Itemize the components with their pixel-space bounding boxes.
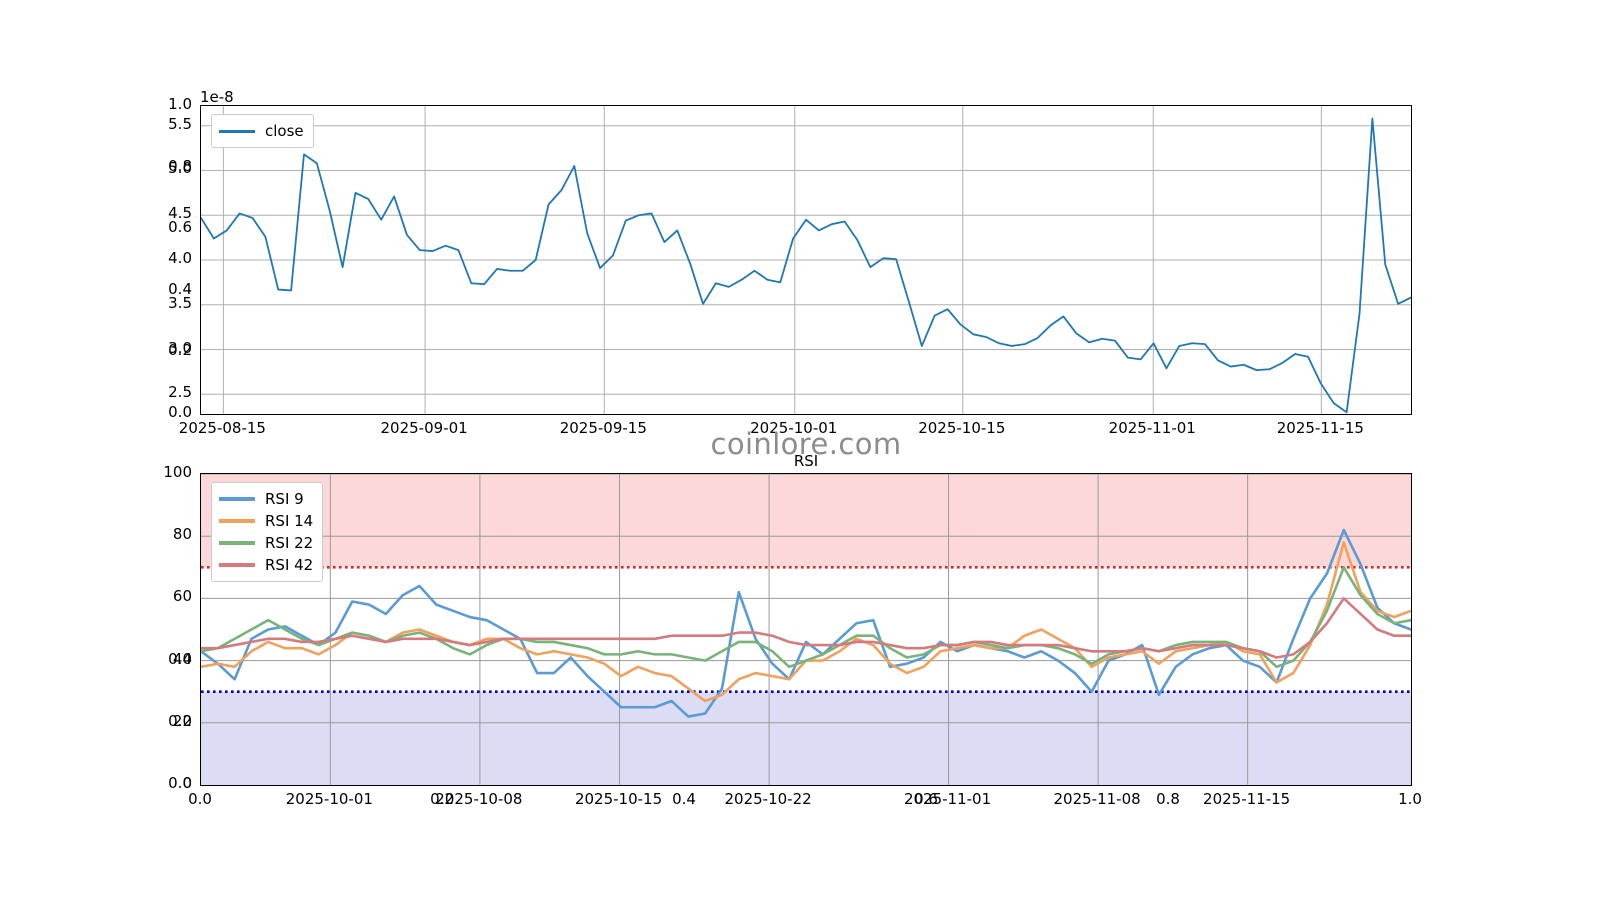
price-axis-offset-text: 1e-8 <box>200 88 234 106</box>
price-x-tick-label: 2025-10-15 <box>918 419 1006 437</box>
legend-item-rsi-9[interactable]: RSI 9 <box>219 488 313 510</box>
price-line-close <box>201 117 1411 414</box>
price-y-tick-label-secondary: 0.8 <box>168 156 192 175</box>
rsi-x-tick-label: 2025-10-08 <box>435 790 523 808</box>
price-y-tick-label: 2.5 <box>168 383 192 402</box>
rsi-y-tick-label-secondary: 0.0 <box>168 774 192 792</box>
legend-label: RSI 42 <box>265 556 314 574</box>
rsi-y-tick-label: 60 <box>172 587 192 606</box>
rsi-x-tick-label-secondary: 0.2 <box>430 790 454 808</box>
price-y-tick-label: 4.0 <box>168 249 192 267</box>
legend-label: RSI 22 <box>265 534 314 552</box>
rsi-x-tick-label: 2025-11-01 <box>903 790 992 808</box>
legend-label: RSI 9 <box>265 490 304 508</box>
price-x-tick-label: 2025-09-01 <box>380 419 468 437</box>
rsi-x-tick-label: 2025-10-15 <box>574 790 663 808</box>
price-y-tick-label: 5.5 <box>168 114 192 133</box>
rsi-x-tick-label-secondary: 0.6 <box>914 790 938 808</box>
rsi-y-tick-label: 20 <box>172 711 192 730</box>
legend-item-rsi-14[interactable]: RSI 14 <box>219 510 313 532</box>
rsi-chart-svg <box>201 474 1411 785</box>
rsi-x-tick-label-secondary: 1.0 <box>1398 790 1422 808</box>
price-y-tick-label: 4.5 <box>168 204 192 223</box>
rsi-x-tick-label: 2025-11-08 <box>1053 790 1141 808</box>
price-x-tick-label: 2025-08-15 <box>178 419 266 437</box>
legend-swatch-icon <box>219 129 255 133</box>
price-x-tick-label: 2025-09-15 <box>559 419 647 437</box>
rsi-y-tick-label: 40 <box>172 649 192 668</box>
price-y-tick-label-secondary: 1.0 <box>168 95 192 113</box>
price-y-tick-label-secondary: 0.0 <box>168 403 192 421</box>
rsi-chart-title: RSI <box>793 452 819 470</box>
legend-label: RSI 14 <box>265 512 314 530</box>
price-x-tick-label: 2025-11-15 <box>1276 419 1364 437</box>
overbought-band <box>201 474 1411 568</box>
oversold-band <box>201 691 1411 785</box>
price-y-tick-label-secondary: 0.4 <box>168 279 192 298</box>
rsi-y-tick-label-secondary: 0.4 <box>168 649 192 668</box>
legend-swatch-icon <box>219 497 255 501</box>
rsi-x-tick-label: 2025-10-22 <box>724 790 812 808</box>
price-chart-plot-area: close <box>200 105 1412 415</box>
legend-item-rsi-22[interactable]: RSI 22 <box>219 532 313 554</box>
rsi-chart-plot-area: RSI 9 RSI 14 RSI 22 RSI 42 <box>200 473 1412 786</box>
rsi-x-tick-label: 2025-11-15 <box>1203 790 1291 808</box>
price-y-tick-label: 5.0 <box>168 159 192 178</box>
legend-swatch-icon <box>219 541 255 545</box>
legend-label: close <box>265 122 304 140</box>
legend-item-rsi-42[interactable]: RSI 42 <box>219 554 313 576</box>
price-y-tick-label-secondary: 0.6 <box>168 218 192 237</box>
price-x-tick-label: 2025-11-01 <box>1108 419 1196 437</box>
rsi-line-rsi-42 <box>201 597 1411 659</box>
rsi-line-rsi-22 <box>201 566 1411 669</box>
rsi-line-rsi-9 <box>201 528 1411 718</box>
price-chart-legend: close <box>211 114 314 148</box>
legend-swatch-icon <box>219 563 255 567</box>
price-y-tick-label: 3.5 <box>168 293 192 312</box>
legend-item-close[interactable]: close <box>219 120 304 142</box>
price-y-tick-label: 3.0 <box>168 338 192 357</box>
price-y-tick-label-secondary: 0.2 <box>168 341 192 360</box>
price-x-tick-label: 2025-10-01 <box>750 419 838 437</box>
rsi-x-tick-label: 2025-10-01 <box>285 790 373 808</box>
rsi-y-tick-label: 100 <box>163 463 192 481</box>
price-chart-svg <box>201 106 1411 414</box>
rsi-y-tick-label-secondary: 0.2 <box>168 711 192 730</box>
rsi-x-tick-label-secondary: 0.8 <box>1156 790 1180 808</box>
rsi-y-tick-label: 80 <box>172 525 192 544</box>
legend-swatch-icon <box>219 519 255 523</box>
rsi-x-tick-label-secondary: 0.4 <box>672 790 696 808</box>
rsi-x-tick-label-secondary: 0.0 <box>188 790 212 808</box>
rsi-y-tick-label: 0 <box>182 774 192 792</box>
rsi-chart-legend: RSI 9 RSI 14 RSI 22 RSI 42 <box>211 482 324 582</box>
